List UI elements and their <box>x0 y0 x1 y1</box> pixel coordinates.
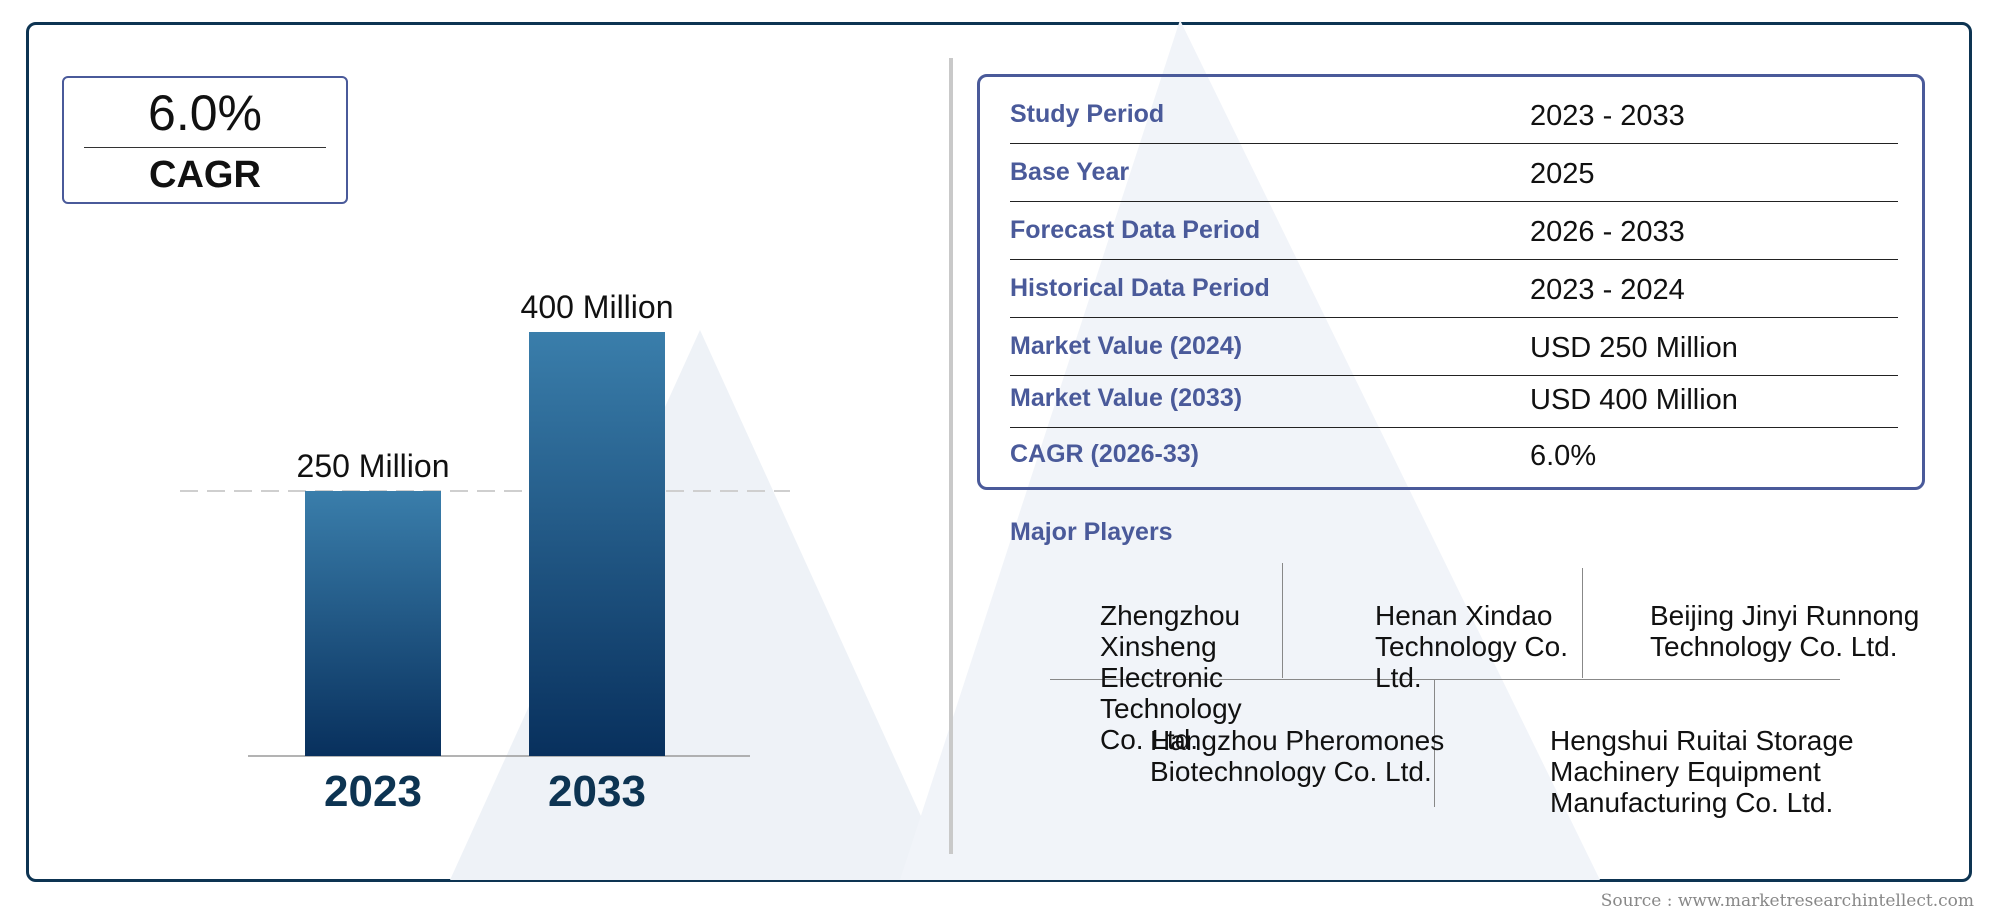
table-row-market-value-2033: Market Value (2033) USD 400 Million <box>1010 375 1898 428</box>
major-players-title: Major Players <box>1010 518 1173 546</box>
player-separator <box>1434 679 1435 807</box>
cagr-divider <box>84 147 326 148</box>
row-key: Historical Data Period <box>1010 274 1270 302</box>
cagr-label: CAGR <box>149 154 261 196</box>
player-name: Zhengzhou Xinsheng Electronic Technology… <box>1100 600 1242 755</box>
row-value: USD 400 Million <box>1530 384 1738 416</box>
data-label-2023: 250 Million <box>297 448 450 484</box>
player-separator <box>1050 679 1840 680</box>
table-row-study-period: Study Period 2023 - 2033 <box>1010 77 1898 144</box>
data-label-2033: 400 Million <box>521 289 674 325</box>
market-summary-table: Study Period 2023 - 2033 Base Year 2025 … <box>977 74 1925 490</box>
x-tick-2033: 2033 <box>548 767 646 816</box>
row-key: Forecast Data Period <box>1010 216 1261 244</box>
source-note: Source : www.marketresearchintellect.com <box>1600 891 1974 911</box>
row-value: 2025 <box>1530 158 1595 190</box>
table-row-cagr: CAGR (2026-33) 6.0% <box>1010 427 1898 483</box>
row-key: Base Year <box>1010 158 1130 186</box>
row-value: 2023 - 2033 <box>1530 100 1685 132</box>
row-key: Market Value (2024) <box>1010 332 1243 360</box>
player-name: Henan Xindao Technology Co. Ltd. <box>1375 600 1569 693</box>
player-separator <box>1282 563 1283 678</box>
row-value: 2023 - 2024 <box>1530 274 1685 306</box>
bar-chart: 250 Million 2023 400 Million 2033 <box>180 289 790 816</box>
cagr-value: 6.0% <box>148 85 262 141</box>
player-name: Hangzhou Pheromones Biotechnology Co. Lt… <box>1150 725 1445 787</box>
table-row-historical-period: Historical Data Period 2023 - 2024 <box>1010 259 1898 318</box>
row-value: USD 250 Million <box>1530 332 1738 364</box>
row-value: 6.0% <box>1530 440 1597 472</box>
player-name: Hengshui Ruitai Storage Machinery Equipm… <box>1550 725 1854 818</box>
cagr-box: 6.0% CAGR <box>62 76 348 204</box>
bar-2023 <box>305 491 441 756</box>
row-value: 2026 - 2033 <box>1530 216 1685 248</box>
row-key: Study Period <box>1010 100 1165 128</box>
infographic-frame <box>26 22 1972 882</box>
row-key: CAGR (2026-33) <box>1010 440 1199 468</box>
table-row-market-value-2024: Market Value (2024) USD 250 Million <box>1010 317 1898 376</box>
section-divider <box>949 58 953 854</box>
player-separator <box>1582 568 1583 678</box>
table-row-forecast-period: Forecast Data Period 2026 - 2033 <box>1010 201 1898 260</box>
x-tick-2023: 2023 <box>324 767 422 816</box>
player-name: Beijing Jinyi Runnong Technology Co. Ltd… <box>1650 600 1920 662</box>
row-key: Market Value (2033) <box>1010 384 1243 412</box>
bar-2033 <box>529 332 665 756</box>
table-row-base-year: Base Year 2025 <box>1010 143 1898 202</box>
